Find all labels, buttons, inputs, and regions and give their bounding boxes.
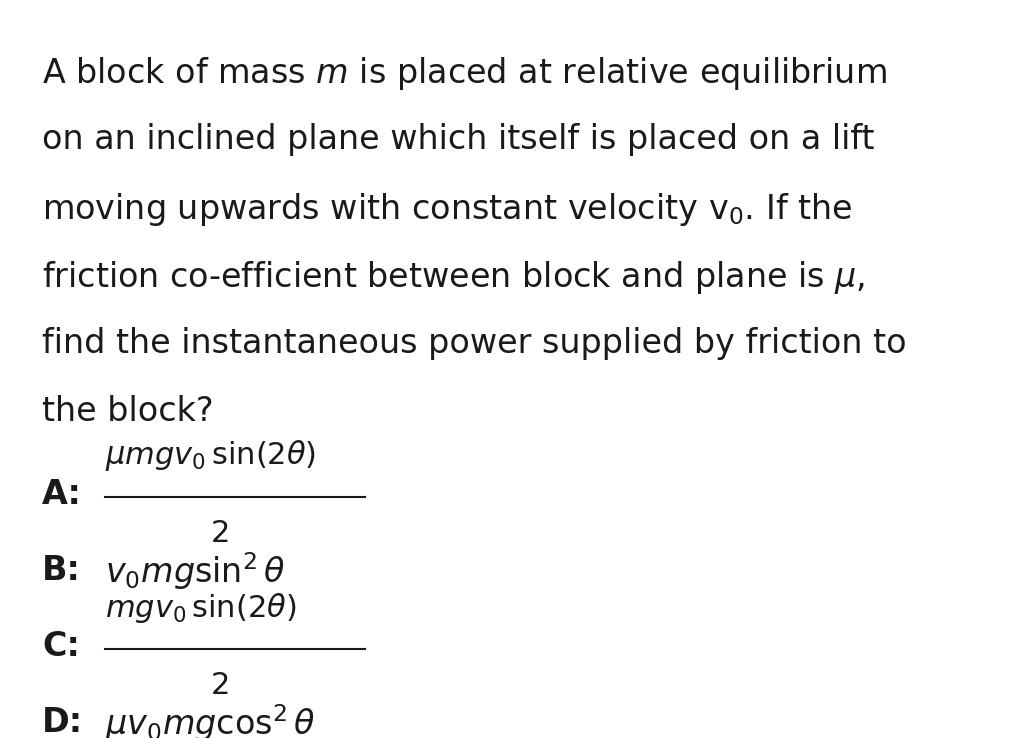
Text: A:: A: [42,478,82,511]
Text: find the instantaneous power supplied by friction to: find the instantaneous power supplied by… [42,327,906,360]
Text: D:: D: [42,706,83,738]
Text: 2: 2 [210,671,229,700]
Text: moving upwards with constant velocity $\mathrm{v}_0$. If the: moving upwards with constant velocity $\… [42,191,852,228]
Text: $\mu mgv_0\,\sin(2\theta)$: $\mu mgv_0\,\sin(2\theta)$ [105,438,316,473]
Text: the block?: the block? [42,395,214,428]
Text: on an inclined plane which itself is placed on a lift: on an inclined plane which itself is pla… [42,123,874,156]
Text: friction co-efficient between block and plane is $\mu$,: friction co-efficient between block and … [42,259,865,296]
Text: B:: B: [42,554,81,587]
Text: $mgv_0\,\sin(2\theta)$: $mgv_0\,\sin(2\theta)$ [105,591,296,625]
Text: 2: 2 [210,519,229,548]
Text: A block of mass $m$ is placed at relative equilibrium: A block of mass $m$ is placed at relativ… [42,55,887,92]
Text: C:: C: [42,630,80,663]
Text: $v_0 mg\sin^2\theta$: $v_0 mg\sin^2\theta$ [105,550,286,592]
Text: $\mu v_0 mg\cos^2\theta$: $\mu v_0 mg\cos^2\theta$ [105,702,315,738]
